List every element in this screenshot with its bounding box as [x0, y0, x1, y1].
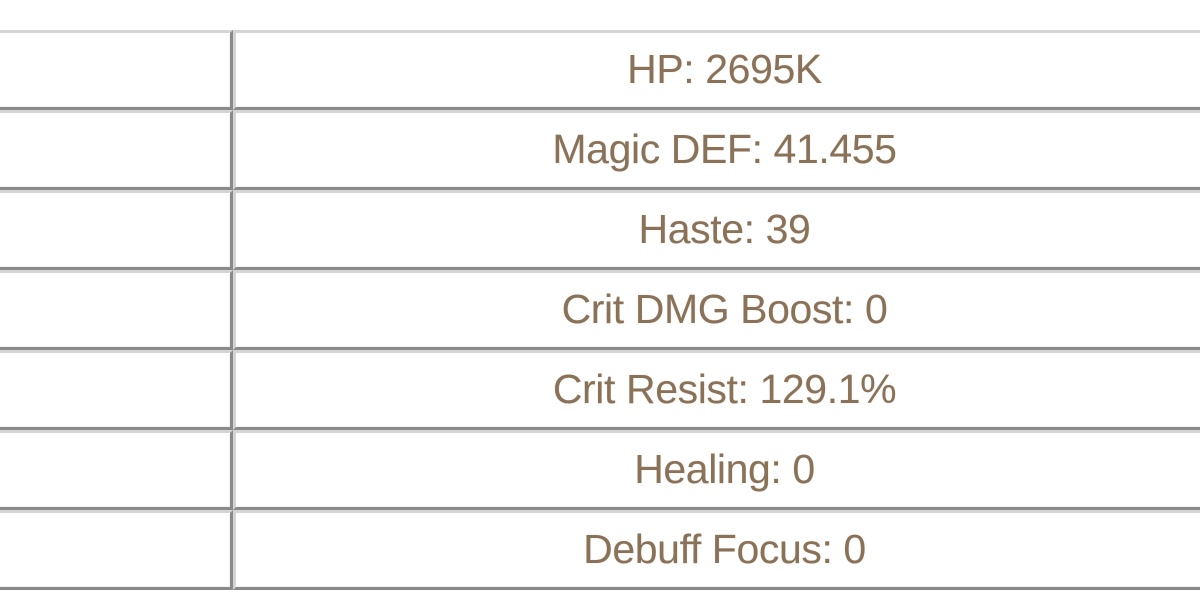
- stat-text-hp: HP: 2695K: [627, 46, 822, 93]
- stat-label-cell[interactable]: [0, 430, 233, 510]
- stat-label-cell[interactable]: [0, 30, 233, 110]
- stat-label-text: [0, 273, 224, 347]
- stat-value-cell[interactable]: Debuff Focus: 0: [233, 510, 1200, 590]
- stat-label-cell[interactable]: [0, 350, 233, 430]
- table-row[interactable]: Haste: 39: [0, 190, 1200, 270]
- stat-value-cell[interactable]: Crit Resist: 129.1%: [233, 350, 1200, 430]
- stat-text-crit-resist: Crit Resist: 129.1%: [552, 366, 897, 413]
- stat-label-cell[interactable]: [0, 190, 233, 270]
- stat-value-cell[interactable]: Crit DMG Boost: 0: [233, 270, 1200, 350]
- table-row[interactable]: Debuff Focus: 0: [0, 510, 1200, 590]
- table-row[interactable]: Magic DEF: 41.455: [0, 110, 1200, 190]
- stat-value-cell[interactable]: Haste: 39: [233, 190, 1200, 270]
- stat-value-cell[interactable]: Healing: 0: [233, 430, 1200, 510]
- table-row[interactable]: Crit Resist: 129.1%: [0, 350, 1200, 430]
- stat-label-text: [0, 353, 224, 427]
- stat-value-cell[interactable]: Magic DEF: 41.455: [233, 110, 1200, 190]
- stat-text-crit-dmg-boost: Crit DMG Boost: 0: [561, 286, 888, 333]
- stat-label-cell[interactable]: [0, 510, 233, 590]
- stat-text-healing: Healing: 0: [634, 446, 815, 493]
- stat-text-debuff-focus: Debuff Focus: 0: [583, 526, 866, 573]
- stats-table: HP: 2695K Magic DEF: 41.455: [0, 30, 1200, 590]
- stat-label-text: [0, 193, 224, 267]
- stat-label-text: [0, 433, 224, 507]
- stats-table-body: HP: 2695K Magic DEF: 41.455: [0, 30, 1200, 590]
- stat-value-cell[interactable]: HP: 2695K: [233, 30, 1200, 110]
- stat-text-magic-def: Magic DEF: 41.455: [552, 126, 897, 173]
- stat-label-text: [0, 33, 224, 107]
- table-row[interactable]: Healing: 0: [0, 430, 1200, 510]
- stat-label-cell[interactable]: [0, 110, 233, 190]
- stat-text-haste: Haste: 39: [638, 206, 811, 253]
- stat-label-cell[interactable]: [0, 270, 233, 350]
- table-row[interactable]: Crit DMG Boost: 0: [0, 270, 1200, 350]
- stat-label-text: [0, 113, 224, 187]
- table-row[interactable]: HP: 2695K: [0, 30, 1200, 110]
- stat-label-text: [0, 513, 224, 587]
- character-stats-panel: HP: 2695K Magic DEF: 41.455: [0, 30, 1200, 590]
